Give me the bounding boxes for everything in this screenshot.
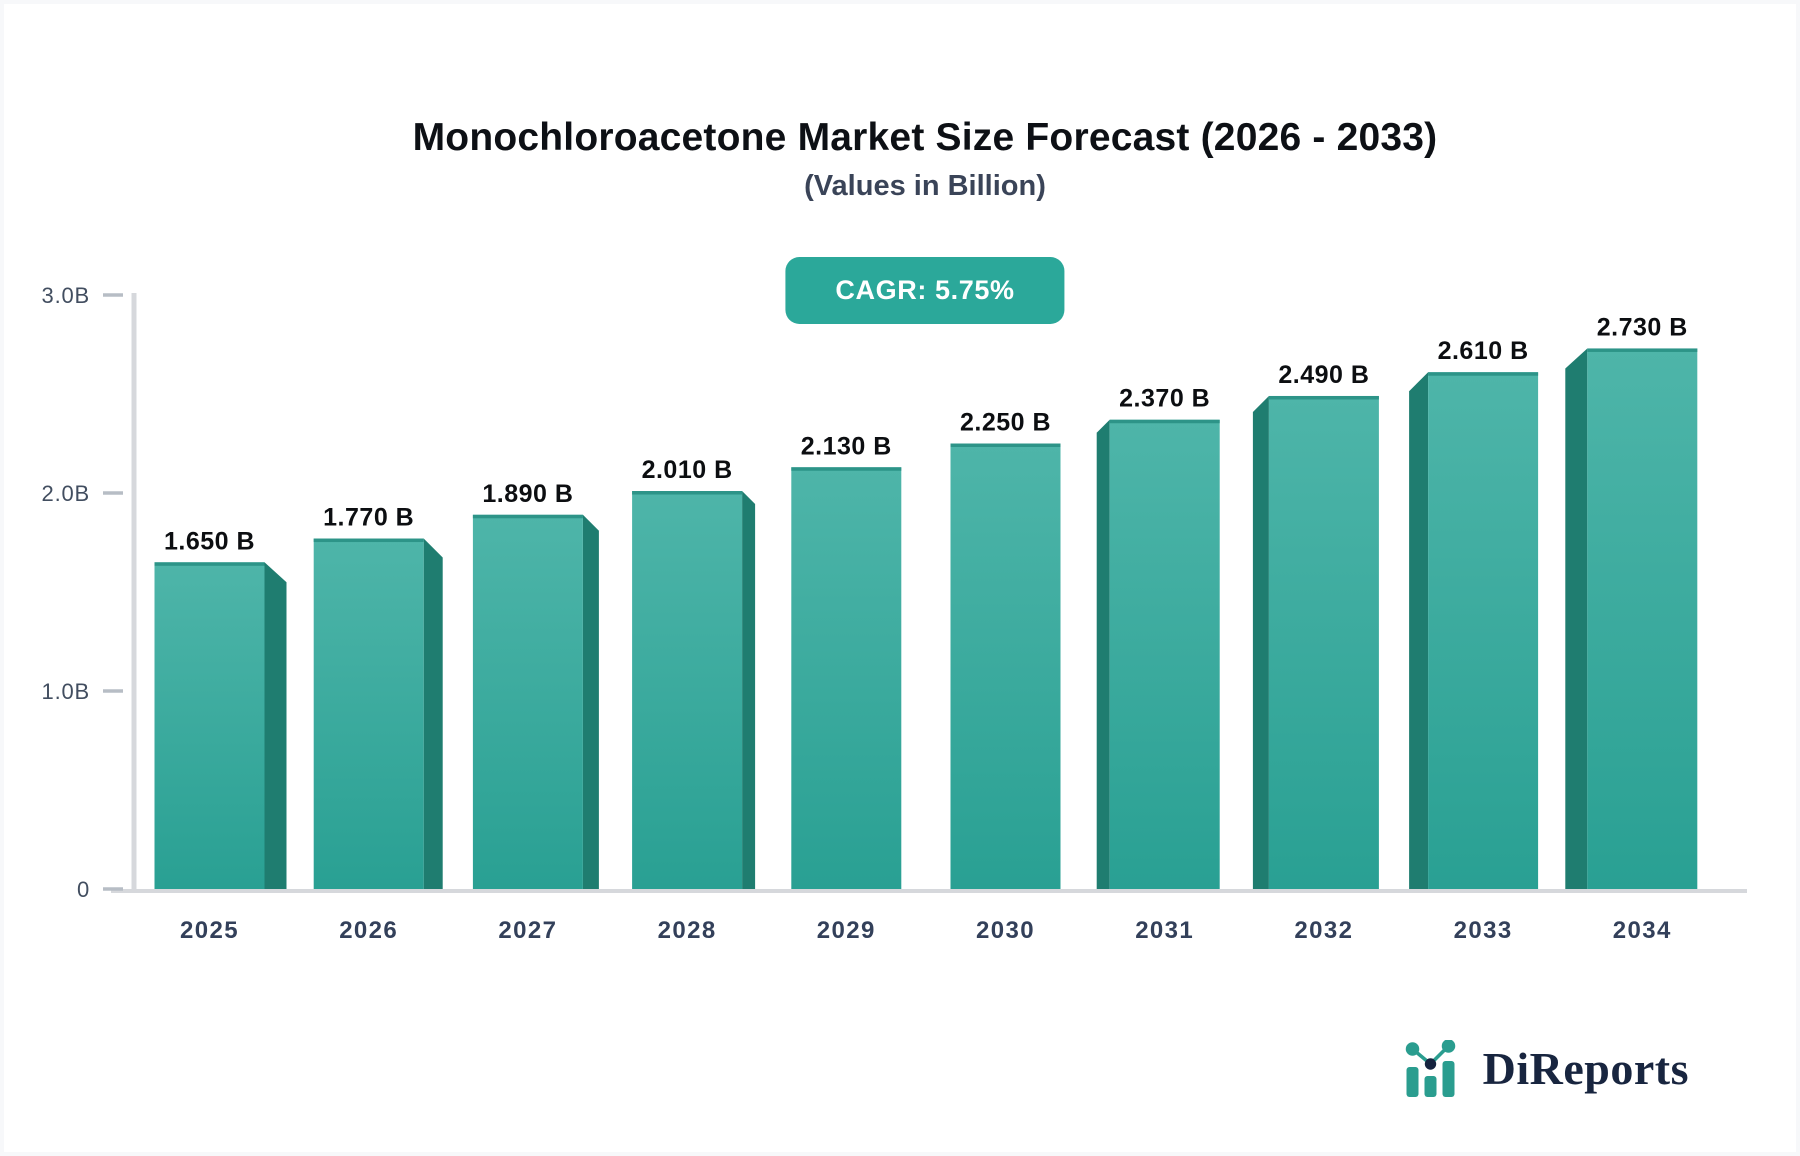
bar-value-label: 2.250 B xyxy=(960,409,1051,437)
bar xyxy=(632,491,743,889)
bar xyxy=(313,538,424,889)
bar-value-label: 2.010 B xyxy=(642,456,733,484)
bar-side-face xyxy=(1565,348,1588,890)
bar-value-label: 2.730 B xyxy=(1597,313,1688,341)
bar-top-edge xyxy=(313,538,424,543)
bar-value-label: 1.890 B xyxy=(482,480,573,508)
bar-side-face xyxy=(582,514,599,889)
bar-side-face xyxy=(1096,419,1110,889)
bar-side-face xyxy=(423,538,443,889)
page-subtitle: (Values in Billion) xyxy=(804,170,1046,202)
bar xyxy=(1428,372,1539,890)
bar xyxy=(154,562,265,889)
bar xyxy=(472,514,583,889)
x-axis-label: 2029 xyxy=(817,917,876,944)
x-axis-label: 2027 xyxy=(498,917,557,944)
bar xyxy=(1268,395,1379,889)
bar-top-edge xyxy=(472,514,583,519)
bar-top-edge xyxy=(632,491,743,495)
bar-top-edge xyxy=(1268,395,1379,400)
x-axis-label: 2031 xyxy=(1135,917,1194,944)
page-title: Monochloroacetone Market Size Forecast (… xyxy=(412,116,1438,159)
bar-chart: 0 1.0B 2.0B 3.0B 1.650 B 2025 1.770 B 2026 1.890… xyxy=(42,283,1747,944)
bar-top-edge xyxy=(154,562,265,566)
bar-top-edge xyxy=(791,467,902,471)
bar-top-edge xyxy=(1587,348,1698,352)
bar-top-edge xyxy=(1109,419,1220,424)
bar-value-label: 2.610 B xyxy=(1438,337,1529,365)
x-axis-label: 2026 xyxy=(339,917,398,944)
bar xyxy=(1109,419,1220,889)
bar xyxy=(1587,348,1698,890)
bar-value-label: 2.490 B xyxy=(1278,361,1369,389)
mini-bar-chart-icon xyxy=(1405,1040,1455,1097)
cagr-badge: CAGR: 5.75% xyxy=(785,257,1065,324)
x-axis-label: 2028 xyxy=(658,917,717,944)
y-axis-label: 1.0B xyxy=(42,679,90,704)
x-axis-label: 2025 xyxy=(180,917,239,944)
brand-logo: DiReports xyxy=(1405,1040,1689,1100)
x-axis-label: 2032 xyxy=(1294,917,1353,944)
x-axis-label: 2030 xyxy=(976,917,1035,944)
bar-side-face xyxy=(1252,395,1269,889)
x-axis-label: 2034 xyxy=(1613,917,1672,944)
bar-side-face xyxy=(264,562,287,889)
bar-value-label: 1.770 B xyxy=(323,504,414,532)
y-axis-label: 3.0B xyxy=(42,283,90,308)
bar-side-face xyxy=(1409,372,1429,890)
bar-top-edge xyxy=(950,443,1061,447)
y-axis-label: 2.0B xyxy=(42,481,90,506)
bar-value-label: 1.650 B xyxy=(164,527,255,555)
bar xyxy=(791,467,902,889)
bar-value-label: 2.370 B xyxy=(1119,385,1210,413)
bar-side-face xyxy=(742,491,756,889)
bar-top-edge xyxy=(1428,372,1539,376)
x-axis-label: 2033 xyxy=(1454,917,1513,944)
bar-value-label: 2.130 B xyxy=(801,432,892,460)
bar xyxy=(950,443,1061,889)
brand-name: DiReports xyxy=(1482,1043,1689,1094)
y-axis-label: 0 xyxy=(77,877,90,902)
